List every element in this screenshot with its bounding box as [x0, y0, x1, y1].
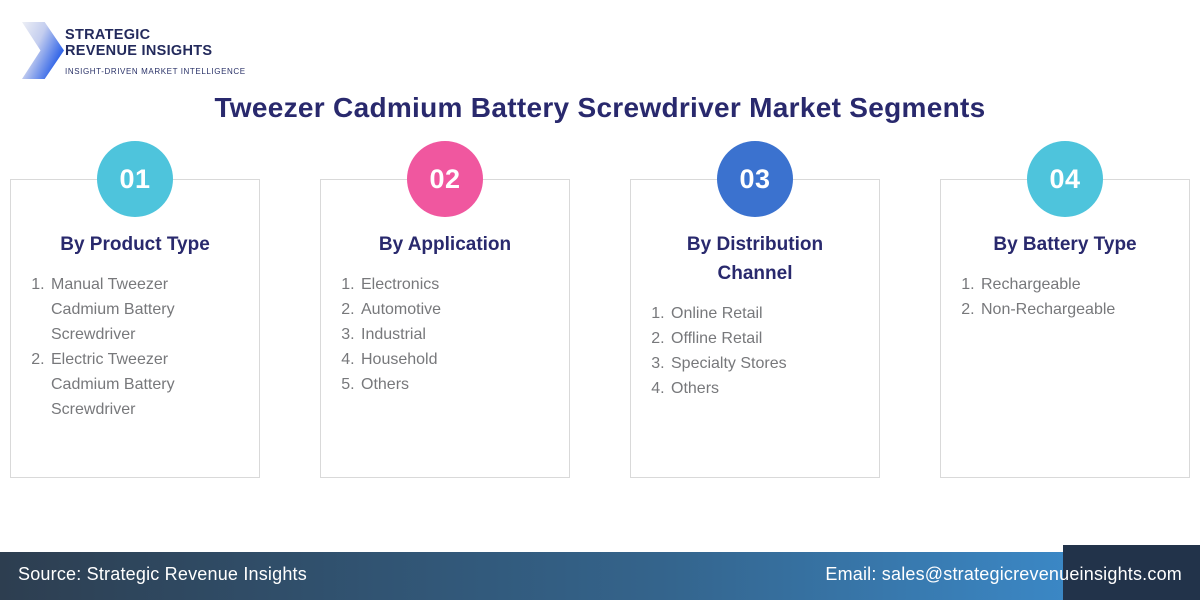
card-number-badge-03: 03	[717, 141, 793, 217]
logo-chevron-icon	[22, 22, 64, 79]
card-title: By Distribution Channel	[686, 234, 824, 284]
brand-name-line1: STRATEGIC	[65, 27, 151, 43]
list-item: Rechargeable	[979, 272, 1147, 297]
segment-list: Online Retail Offline Retail Specialty S…	[631, 301, 879, 401]
card-number-badge-01: 01	[97, 141, 173, 217]
footer-source-text: Source: Strategic Revenue Insights	[18, 564, 307, 584]
brand-text: STRATEGIC REVENUE INSIGHTS INSIGHT-DRIVE…	[65, 27, 246, 76]
list-item: Online Retail	[669, 301, 837, 326]
segment-card-application: By Application Electronics Automotive In…	[320, 179, 570, 478]
list-item: Others	[359, 372, 527, 397]
list-item: Non-Rechargeable	[979, 297, 1147, 322]
list-item: Others	[669, 376, 837, 401]
segment-list: Manual Tweezer Cadmium Battery Screwdriv…	[11, 272, 259, 422]
footer-right-accent-block	[1063, 545, 1200, 600]
list-item: Industrial	[359, 322, 527, 347]
brand-name-line2: REVENUE INSIGHTS	[65, 43, 213, 59]
footer-email-text: Email: sales@strategicrevenueinsights.co…	[825, 564, 1182, 584]
segment-card-distribution-channel: By Distribution Channel Online Retail Of…	[630, 179, 880, 478]
list-item: Electronics	[359, 272, 527, 297]
card-number-badge-02: 02	[407, 141, 483, 217]
segment-card-product-type: By Product Type Manual Tweezer Cadmium B…	[10, 179, 260, 478]
card-title: By Battery Type	[993, 234, 1137, 255]
list-item: Automotive	[359, 297, 527, 322]
list-item: Household	[359, 347, 527, 372]
list-item: Electric Tweezer Cadmium Battery Screwdr…	[49, 347, 217, 422]
card-number-badge-04: 04	[1027, 141, 1103, 217]
list-item: Offline Retail	[669, 326, 837, 351]
list-item: Specialty Stores	[669, 351, 837, 376]
segment-list: Electronics Automotive Industrial Househ…	[321, 272, 569, 397]
brand-tagline: INSIGHT-DRIVEN MARKET INTELLIGENCE	[65, 67, 246, 76]
segment-card-battery-type: By Battery Type Rechargeable Non-Recharg…	[940, 179, 1190, 478]
card-title: By Product Type	[60, 234, 210, 255]
page-title: Tweezer Cadmium Battery Screwdriver Mark…	[214, 92, 986, 123]
card-title: By Application	[378, 234, 512, 255]
segment-list: Rechargeable Non-Rechargeable	[941, 272, 1189, 322]
footer-bar	[0, 552, 1200, 600]
list-item: Manual Tweezer Cadmium Battery Screwdriv…	[49, 272, 217, 347]
